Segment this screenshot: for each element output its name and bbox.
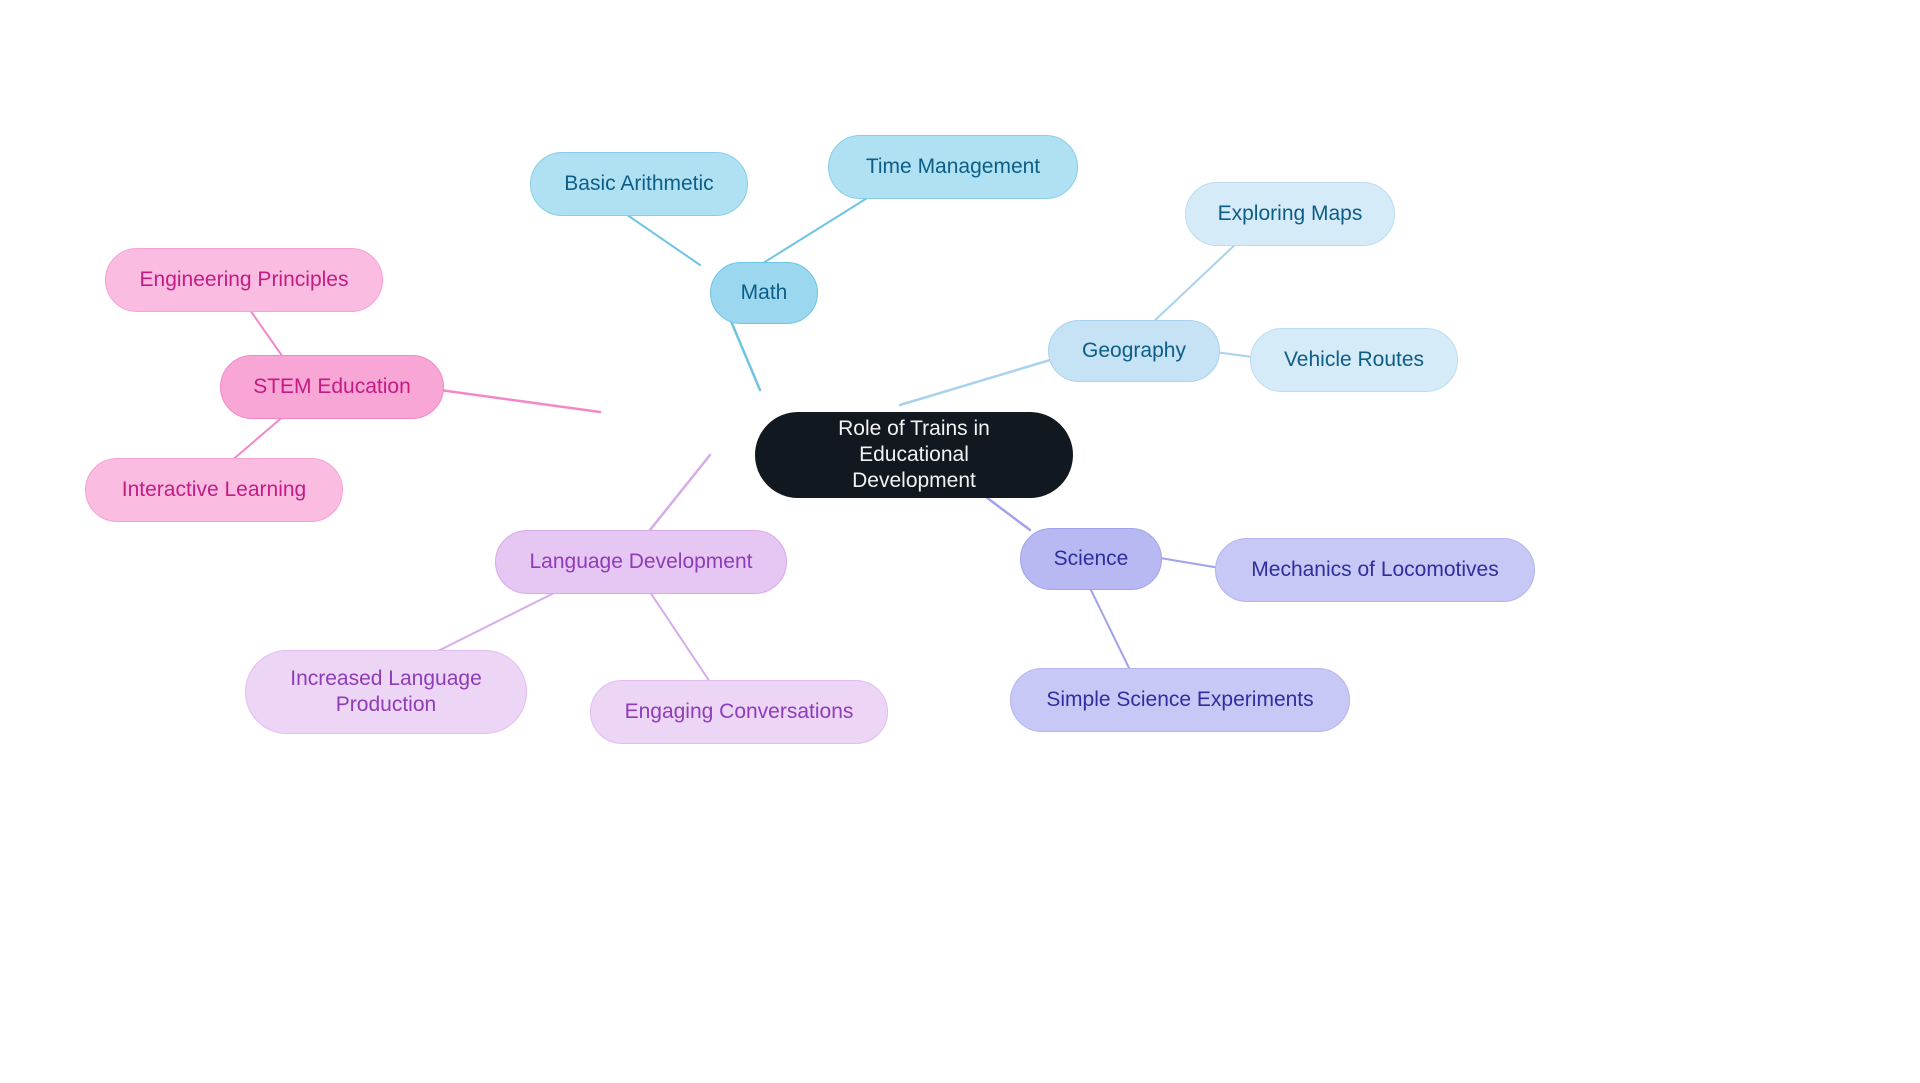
- node-vehicle-routes: Vehicle Routes: [1250, 328, 1458, 392]
- node-science: Science: [1020, 528, 1162, 590]
- node-interactive: Interactive Learning: [85, 458, 343, 522]
- node-exploring-maps: Exploring Maps: [1185, 182, 1395, 246]
- node-mechanics: Mechanics of Locomotives: [1215, 538, 1535, 602]
- node-geography: Geography: [1048, 320, 1220, 382]
- node-engineering: Engineering Principles: [105, 248, 383, 312]
- node-lang-production: Increased Language Production: [245, 650, 527, 734]
- node-language: Language Development: [495, 530, 787, 594]
- node-basic-arithmetic: Basic Arithmetic: [530, 152, 748, 216]
- node-center: Role of Trains in Educational Developmen…: [755, 412, 1073, 498]
- node-stem: STEM Education: [220, 355, 444, 419]
- node-conversations: Engaging Conversations: [590, 680, 888, 744]
- node-math: Math: [710, 262, 818, 324]
- node-experiments: Simple Science Experiments: [1010, 668, 1350, 732]
- node-time-management: Time Management: [828, 135, 1078, 199]
